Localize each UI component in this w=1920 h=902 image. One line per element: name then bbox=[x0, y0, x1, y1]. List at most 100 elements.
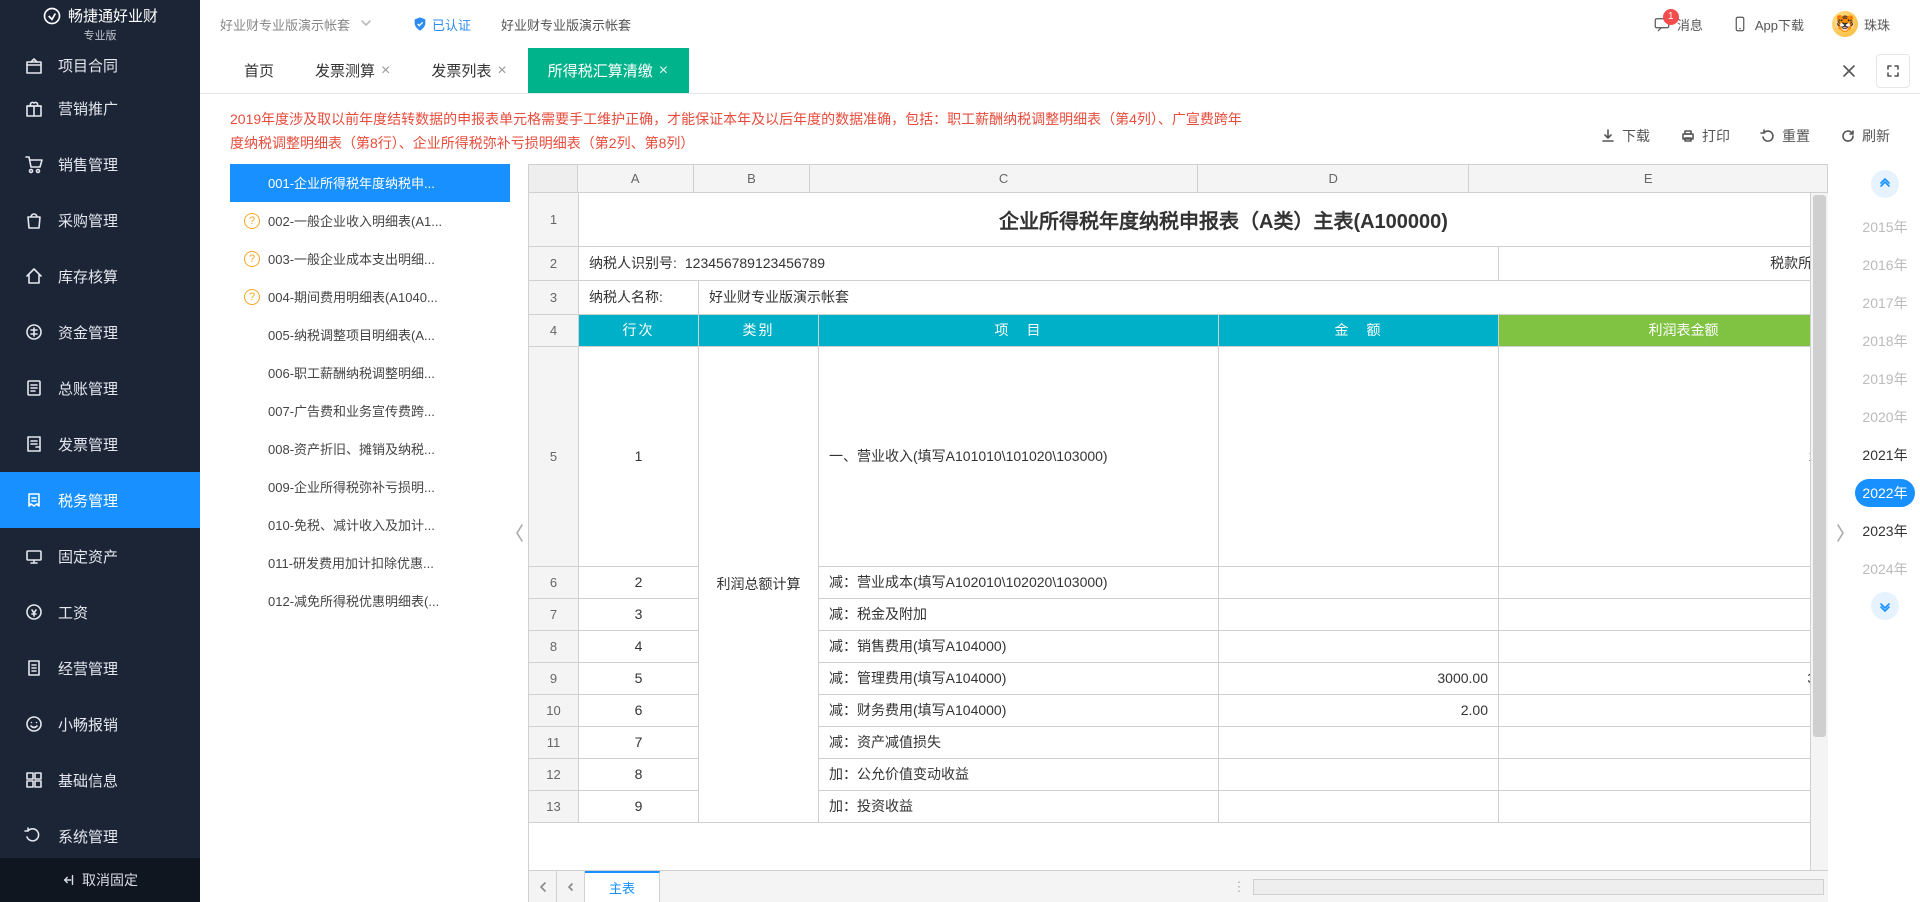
print-button[interactable]: 打印 bbox=[1680, 126, 1730, 146]
app-download-button[interactable]: App下载 bbox=[1731, 15, 1804, 34]
cell-item[interactable]: 加：公允价值变动收益 bbox=[819, 759, 1219, 791]
cell-rownum[interactable]: 4 bbox=[579, 631, 699, 663]
row-head-2[interactable]: 2 bbox=[529, 247, 579, 281]
row-head-7[interactable]: 7 bbox=[529, 599, 579, 631]
cell-item[interactable]: 减：资产减值损失 bbox=[819, 727, 1219, 759]
nav-item-3[interactable]: 采购管理 bbox=[0, 192, 200, 248]
sheet-nav-prev[interactable] bbox=[557, 871, 585, 902]
sheet-nav-first[interactable] bbox=[529, 871, 557, 902]
cell-amount[interactable] bbox=[1219, 759, 1499, 791]
cell-rownum[interactable]: 3 bbox=[579, 599, 699, 631]
tab-2[interactable]: 发票列表× bbox=[411, 48, 527, 93]
nav-item-11[interactable]: 经营管理 bbox=[0, 640, 200, 696]
tab-close-icon[interactable]: × bbox=[659, 62, 668, 80]
col-head-B[interactable]: B bbox=[694, 165, 810, 192]
tree-item-10[interactable]: 011-研发费用加计扣除优惠... bbox=[230, 544, 510, 582]
cell-item[interactable]: 减：税金及附加 bbox=[819, 599, 1219, 631]
year-2019年[interactable]: 2019年 bbox=[1850, 360, 1920, 398]
col-head-D[interactable]: D bbox=[1198, 165, 1469, 192]
tree-item-7[interactable]: 008-资产折旧、摊销及纳税... bbox=[230, 430, 510, 468]
tree-item-9[interactable]: 010-免税、减计收入及加计... bbox=[230, 506, 510, 544]
nav-item-12[interactable]: 小畅报销 bbox=[0, 696, 200, 752]
cell-amount[interactable]: 3000.00 bbox=[1219, 663, 1499, 695]
account-selector[interactable]: 好业财专业版演示帐套 bbox=[220, 15, 372, 34]
cell-item[interactable]: 一、营业收入(填写A101010\101020\103000) bbox=[819, 347, 1219, 567]
cell-rownum[interactable]: 7 bbox=[579, 727, 699, 759]
tree-item-5[interactable]: 006-职工薪酬纳税调整明细... bbox=[230, 354, 510, 392]
taxpayer-id[interactable]: 纳税人识别号:123456789123456789 bbox=[579, 247, 1499, 281]
col-head-A[interactable]: A bbox=[578, 165, 694, 192]
taxpayer-name[interactable]: 好业财专业版演示帐套 bbox=[699, 281, 1810, 315]
cell-profit[interactable]: 3000.00 bbox=[1499, 663, 1810, 695]
nav-item-8[interactable]: 税务管理 bbox=[0, 472, 200, 528]
tree-item-6[interactable]: 007-广告费和业务宣传费跨... bbox=[230, 392, 510, 430]
th-item[interactable]: 项 目 bbox=[819, 315, 1219, 347]
sheet-title[interactable]: 企业所得税年度纳税申报表（A类）主表(A100000) bbox=[579, 193, 1810, 247]
sheet-tab-main[interactable]: 主表 bbox=[585, 871, 660, 902]
tree-item-0[interactable]: 001-企业所得税年度纳税申... bbox=[230, 164, 510, 202]
row-head-11[interactable]: 11 bbox=[529, 727, 579, 759]
year-2015年[interactable]: 2015年 bbox=[1850, 208, 1920, 246]
tree-item-2[interactable]: ?003-一般企业成本支出明细... bbox=[230, 240, 510, 278]
user-menu[interactable]: 🐯 珠珠 bbox=[1832, 11, 1890, 37]
year-2023年[interactable]: 2023年 bbox=[1850, 512, 1920, 550]
th-amount[interactable]: 金 额 bbox=[1219, 315, 1499, 347]
tab-3[interactable]: 所得税汇算清缴× bbox=[528, 48, 689, 93]
year-2022年[interactable]: 2022年 bbox=[1855, 479, 1915, 507]
cell-profit[interactable]: 18.67 bbox=[1499, 567, 1810, 599]
cell-amount[interactable] bbox=[1219, 599, 1499, 631]
cell-amount[interactable] bbox=[1219, 791, 1499, 823]
nav-item-6[interactable]: 总账管理 bbox=[0, 360, 200, 416]
tab-close-icon[interactable]: × bbox=[497, 62, 506, 80]
tab-1[interactable]: 发票测算× bbox=[295, 48, 411, 93]
messages-button[interactable]: 1 消息 bbox=[1653, 15, 1703, 34]
row-head-6[interactable]: 6 bbox=[529, 567, 579, 599]
nav-item-5[interactable]: 资金管理 bbox=[0, 304, 200, 360]
th-profit[interactable]: 利润表金额 bbox=[1499, 315, 1810, 347]
row-head-4[interactable]: 4 bbox=[529, 315, 579, 347]
cell-item[interactable]: 减：管理费用(填写A104000) bbox=[819, 663, 1219, 695]
year-up-button[interactable] bbox=[1871, 170, 1899, 198]
nav-item-9[interactable]: 固定资产 bbox=[0, 528, 200, 584]
th-category[interactable]: 类别 bbox=[699, 315, 819, 347]
cell-rownum[interactable]: 9 bbox=[579, 791, 699, 823]
tab-close-icon[interactable]: × bbox=[381, 62, 390, 80]
cell-item[interactable]: 减：营业成本(填写A102010\102020\103000) bbox=[819, 567, 1219, 599]
row-head-9[interactable]: 9 bbox=[529, 663, 579, 695]
row-head-3[interactable]: 3 bbox=[529, 281, 579, 315]
row-head-12[interactable]: 12 bbox=[529, 759, 579, 791]
refresh-button[interactable]: 刷新 bbox=[1840, 126, 1890, 146]
cell-amount[interactable] bbox=[1219, 347, 1499, 567]
download-button[interactable]: 下载 bbox=[1600, 126, 1650, 146]
row-head-10[interactable]: 10 bbox=[529, 695, 579, 727]
cell-amount[interactable] bbox=[1219, 567, 1499, 599]
tree-item-11[interactable]: 012-减免所得税优惠明细表(... bbox=[230, 582, 510, 620]
year-2021年[interactable]: 2021年 bbox=[1850, 436, 1920, 474]
row-head-8[interactable]: 8 bbox=[529, 631, 579, 663]
cell-profit[interactable] bbox=[1499, 599, 1810, 631]
row-head-5[interactable]: 5 bbox=[529, 347, 579, 567]
row-head-13[interactable]: 13 bbox=[529, 791, 579, 823]
fullscreen-button[interactable] bbox=[1876, 54, 1910, 88]
cell-rownum[interactable]: 8 bbox=[579, 759, 699, 791]
year-down-button[interactable] bbox=[1871, 592, 1899, 620]
year-2020年[interactable]: 2020年 bbox=[1850, 398, 1920, 436]
cell-item[interactable]: 减：财务费用(填写A104000) bbox=[819, 695, 1219, 727]
nav-item-2[interactable]: 销售管理 bbox=[0, 136, 200, 192]
col-head-E[interactable]: E bbox=[1469, 165, 1828, 192]
cell-rownum[interactable]: 6 bbox=[579, 695, 699, 727]
nav-item-14[interactable]: 系统管理 bbox=[0, 808, 200, 858]
unpin-button[interactable]: 取消固定 bbox=[0, 858, 200, 902]
cell-rownum[interactable]: 1 bbox=[579, 347, 699, 567]
year-2017年[interactable]: 2017年 bbox=[1850, 284, 1920, 322]
nav-item-4[interactable]: 库存核算 bbox=[0, 248, 200, 304]
cell-amount[interactable]: 2.00 bbox=[1219, 695, 1499, 727]
cell-rownum[interactable]: 2 bbox=[579, 567, 699, 599]
th-rownum[interactable]: 行次 bbox=[579, 315, 699, 347]
period-label[interactable]: 税款所属期间: bbox=[1499, 247, 1810, 281]
tree-item-4[interactable]: 005-纳税调整项目明细表(A... bbox=[230, 316, 510, 354]
nav-item-1[interactable]: 营销推广 bbox=[0, 80, 200, 136]
taxpayer-name-label[interactable]: 纳税人名称: bbox=[579, 281, 699, 315]
reset-button[interactable]: 重置 bbox=[1760, 126, 1810, 146]
tab-0[interactable]: 首页 bbox=[224, 48, 295, 93]
